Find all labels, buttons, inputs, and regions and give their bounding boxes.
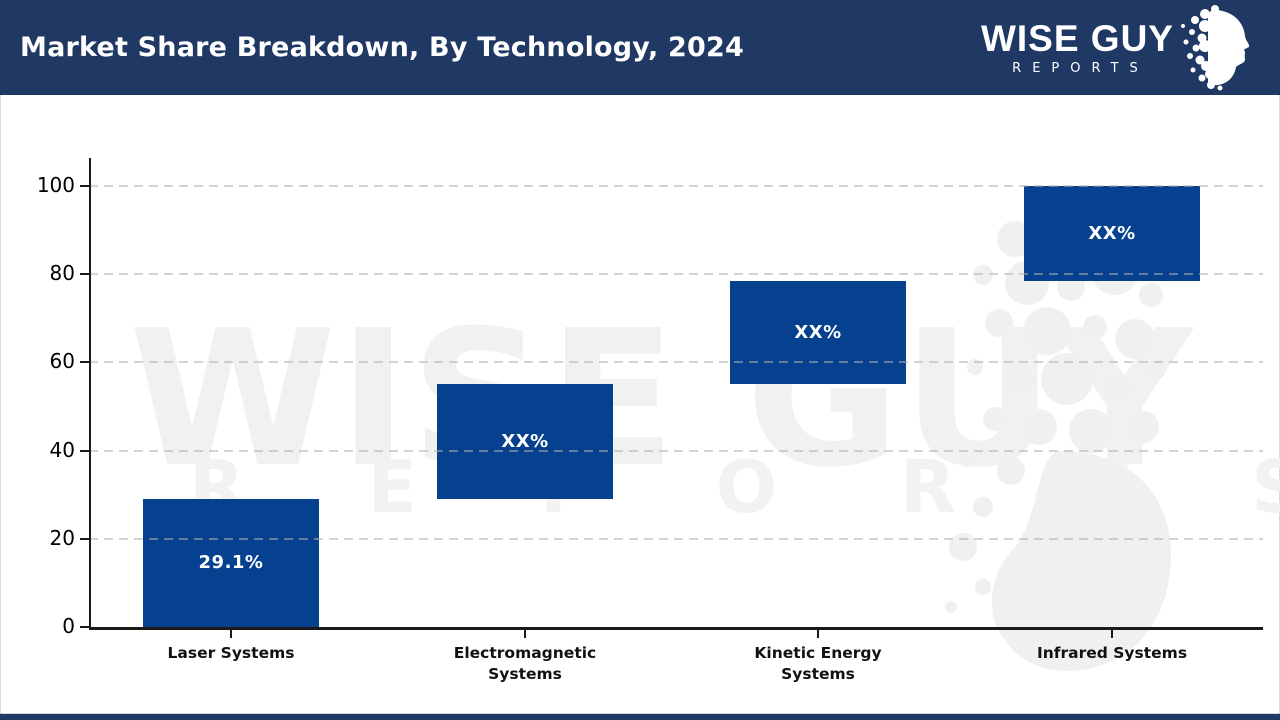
- bar-electromagnetic-systems: XX%: [437, 384, 613, 499]
- y-tick-label-80: 80: [49, 261, 75, 286]
- page-title: Market Share Breakdown, By Technology, 2…: [20, 32, 745, 63]
- bar-value-label-laser-systems: 29.1%: [198, 552, 264, 574]
- bar-kinetic-energy-systems: XX%: [730, 281, 906, 385]
- header-bar: Market Share Breakdown, By Technology, 2…: [0, 0, 1280, 95]
- gridline-40: [89, 449, 1263, 452]
- x-category-label-laser-systems: Laser Systems: [167, 644, 295, 662]
- y-tick-80: [80, 273, 89, 276]
- wise-guy-logo: WISE GUY REPORTS: [981, 4, 1254, 92]
- bar-value-label-electromagnetic-systems: XX%: [501, 430, 549, 452]
- x-tick-electromagnetic-systems: [524, 630, 526, 638]
- x-category-label-electromagnetic-systems: Electromagnetic Systems: [453, 644, 597, 683]
- footer-bar: [0, 714, 1280, 720]
- face-profile-icon: [1181, 4, 1250, 90]
- y-tick-label-40: 40: [49, 437, 75, 462]
- bar-value-label-infrared-systems: XX%: [1088, 222, 1136, 244]
- gridline-20: [89, 537, 1263, 540]
- y-tick-label-20: 20: [49, 525, 75, 550]
- y-tick-100: [80, 184, 89, 187]
- waterfall-chart: WISE GUY R E P O R T S 0 20 40 60 80 100: [1, 95, 1280, 714]
- x-category-label-kinetic-energy-systems: Kinetic Energy Systems: [754, 644, 882, 683]
- x-axis-line: [89, 627, 1263, 630]
- x-tick-infrared-systems: [1111, 630, 1113, 638]
- logo-subtitle: REPORTS: [1012, 61, 1149, 76]
- x-category-label-infrared-systems: Infrared Systems: [1036, 644, 1188, 662]
- logo-wordmark: WISE GUY: [980, 18, 1174, 59]
- x-tick-laser-systems: [230, 630, 232, 638]
- logo-text: WISE GUY REPORTS: [981, 20, 1174, 75]
- y-tick-20: [80, 537, 89, 540]
- y-tick-0: [80, 626, 89, 628]
- bar-infrared-systems: XX%: [1024, 185, 1200, 282]
- y-tick-60: [80, 361, 89, 364]
- y-axis-line: [89, 158, 91, 629]
- footer-divider: [0, 713, 1280, 714]
- y-tick-label-100: 100: [36, 172, 75, 197]
- y-tick-label-0: 0: [62, 614, 75, 638]
- chart-canvas: WISE GUY R E P O R T S 0 20 40 60 80 100: [0, 95, 1280, 714]
- gridline-100: [89, 184, 1263, 187]
- y-tick-40: [80, 449, 89, 452]
- bar-value-label-kinetic-energy-systems: XX%: [794, 322, 842, 344]
- gridline-80: [89, 273, 1263, 276]
- y-tick-label-60: 60: [49, 349, 75, 374]
- gridline-60: [89, 361, 1263, 364]
- bar-laser-systems: 29.1%: [143, 498, 319, 627]
- x-tick-kinetic-energy-systems: [817, 630, 819, 638]
